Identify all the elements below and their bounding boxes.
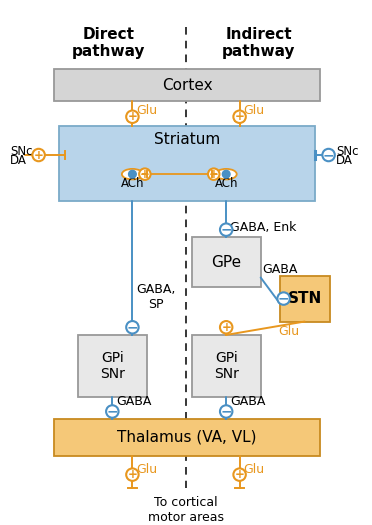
Text: +: +: [128, 468, 137, 481]
Text: −: −: [278, 291, 289, 306]
Text: −: −: [126, 320, 138, 334]
Circle shape: [220, 224, 232, 236]
Text: SNc: SNc: [10, 145, 32, 158]
Text: GABA, Enk: GABA, Enk: [230, 221, 296, 234]
FancyBboxPatch shape: [54, 419, 320, 456]
FancyBboxPatch shape: [54, 69, 320, 101]
Text: ACh: ACh: [121, 177, 144, 190]
Text: +: +: [221, 321, 231, 334]
Circle shape: [129, 170, 136, 178]
Text: GPi
SNr: GPi SNr: [100, 351, 125, 381]
Text: GABA: GABA: [230, 395, 265, 408]
Text: Thalamus (VA, VL): Thalamus (VA, VL): [117, 430, 257, 445]
Circle shape: [106, 405, 119, 418]
Text: Glu: Glu: [243, 464, 264, 476]
Text: Glu: Glu: [278, 324, 299, 338]
Circle shape: [323, 149, 335, 161]
Text: Direct
pathway: Direct pathway: [72, 27, 145, 59]
FancyBboxPatch shape: [59, 127, 315, 201]
Text: Cortex: Cortex: [162, 78, 212, 93]
Circle shape: [126, 468, 139, 481]
FancyBboxPatch shape: [280, 276, 330, 321]
Circle shape: [208, 169, 219, 180]
Ellipse shape: [122, 169, 143, 180]
Text: Glu: Glu: [243, 103, 264, 117]
Text: −: −: [220, 404, 232, 418]
Text: −: −: [106, 404, 118, 418]
Text: DA: DA: [10, 154, 27, 167]
Text: +: +: [140, 167, 150, 181]
Text: +: +: [34, 149, 44, 162]
Text: GPe: GPe: [211, 255, 241, 270]
Text: To cortical
motor areas: To cortical motor areas: [148, 496, 224, 524]
Text: GABA: GABA: [116, 395, 151, 408]
Circle shape: [233, 468, 246, 481]
Text: −: −: [220, 223, 232, 237]
Text: SNc: SNc: [336, 145, 359, 158]
Text: Glu: Glu: [136, 464, 157, 476]
Text: DA: DA: [336, 154, 353, 167]
Circle shape: [220, 321, 232, 333]
Circle shape: [32, 149, 45, 161]
Text: +: +: [128, 110, 137, 123]
Circle shape: [220, 405, 232, 418]
Ellipse shape: [216, 169, 237, 180]
Text: +: +: [235, 110, 244, 123]
Text: −: −: [323, 148, 334, 162]
Circle shape: [278, 292, 290, 305]
Text: Glu: Glu: [136, 103, 157, 117]
Circle shape: [233, 111, 246, 123]
Circle shape: [139, 169, 151, 180]
FancyBboxPatch shape: [192, 335, 261, 397]
Text: +: +: [235, 468, 244, 481]
Text: Striatum: Striatum: [154, 132, 220, 147]
Circle shape: [222, 170, 230, 178]
Text: GABA: GABA: [263, 264, 298, 276]
FancyBboxPatch shape: [192, 237, 261, 287]
Text: GABA,
SP: GABA, SP: [136, 282, 176, 311]
FancyBboxPatch shape: [78, 335, 147, 397]
Text: GPi
SNr: GPi SNr: [214, 351, 238, 381]
Circle shape: [126, 111, 139, 123]
Circle shape: [126, 321, 139, 333]
Text: +: +: [209, 167, 219, 181]
Text: ACh: ACh: [214, 177, 238, 190]
Text: STN: STN: [288, 291, 322, 306]
Text: Indirect
pathway: Indirect pathway: [222, 27, 295, 59]
